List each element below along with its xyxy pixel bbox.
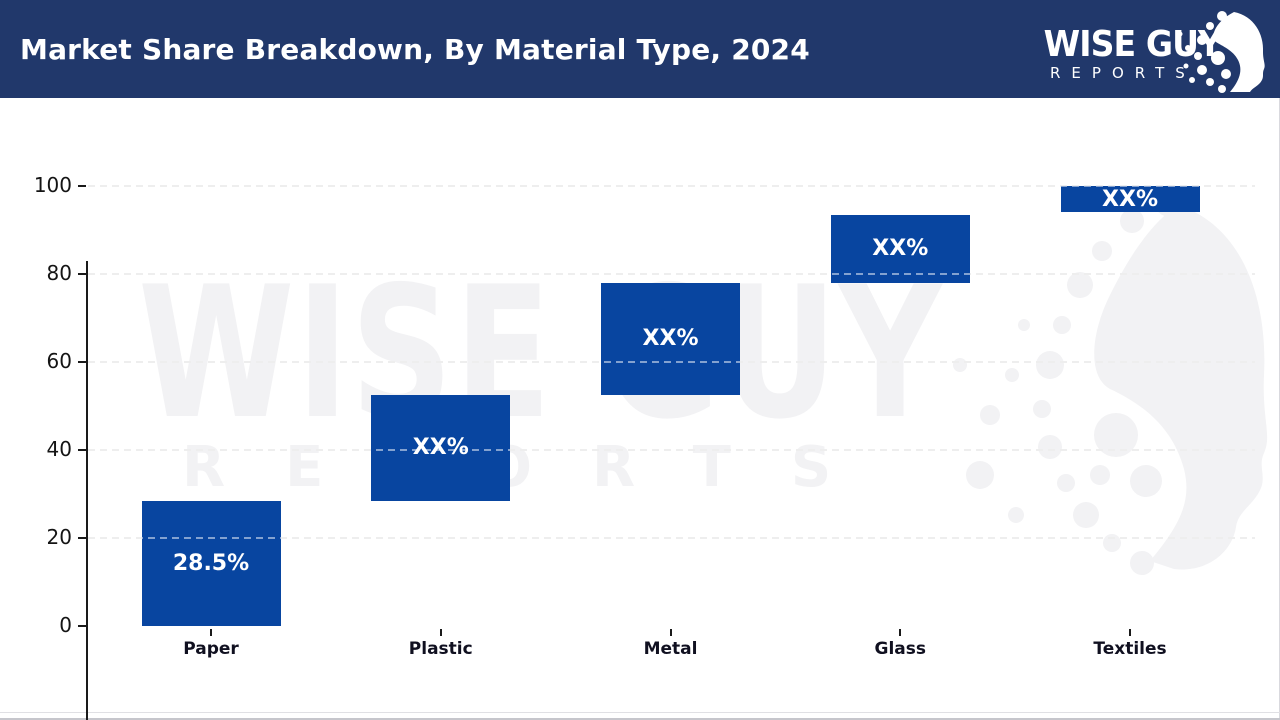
x-category-label: Textiles [1093, 639, 1167, 659]
x-tick [210, 629, 212, 636]
x-tick [439, 629, 442, 636]
x-tick [899, 629, 902, 636]
page-title: Market Share Breakdown, By Material Type… [20, 32, 810, 66]
frame-hairline [0, 712, 1280, 713]
wise-guy-reports-logo: WISE GUY REPORTS [1044, 11, 1265, 93]
logo-face-silhouette [1213, 12, 1265, 92]
x-category-label: Glass [874, 639, 927, 659]
gridline-overlay [88, 537, 1255, 539]
y-tick [78, 361, 86, 363]
x-category-label: Plastic [408, 639, 473, 659]
bar-glass: XX% [830, 214, 970, 283]
y-tick-label: 40 [46, 437, 72, 461]
y-tick-label: 80 [46, 261, 72, 285]
y-tick-label: 0 [59, 613, 72, 637]
gridline-overlay [88, 185, 1255, 187]
bar-metal: XX% [601, 282, 740, 395]
bar-value-label: 28.5% [172, 550, 250, 576]
gridline-overlay [88, 361, 1255, 363]
y-tick [78, 185, 86, 187]
y-tick-label: 100 [33, 173, 72, 197]
plot-area [0, 98, 1280, 720]
bar-value-label: XX% [412, 435, 469, 461]
gridline-overlay [88, 449, 1255, 451]
frame-bottom-border [0, 718, 1280, 720]
gridline-overlay [88, 273, 1255, 275]
x-category-label: Metal [643, 639, 698, 659]
logo-line1: WISE GUY [1044, 24, 1223, 66]
bar-plastic: XX% [371, 395, 511, 501]
bar-paper: 28.5% [141, 500, 281, 626]
x-tick [1129, 629, 1131, 636]
bar-value-label: XX% [1102, 186, 1158, 212]
y-tick [78, 537, 86, 539]
x-category-label: Paper [183, 639, 239, 659]
y-tick [78, 273, 86, 275]
bar-value-label: XX% [872, 236, 929, 262]
header-bar: Market Share Breakdown, By Material Type… [0, 0, 1280, 98]
bar-value-label: XX% [642, 326, 699, 352]
y-tick [78, 449, 86, 451]
y-axis-line [86, 261, 88, 720]
logo-line2: REPORTS [1050, 64, 1196, 82]
y-tick-label: 20 [46, 525, 72, 549]
y-tick-label: 60 [46, 349, 72, 373]
y-tick [78, 625, 86, 627]
x-tick [669, 629, 672, 636]
bar-textiles: XX% [1060, 186, 1200, 213]
